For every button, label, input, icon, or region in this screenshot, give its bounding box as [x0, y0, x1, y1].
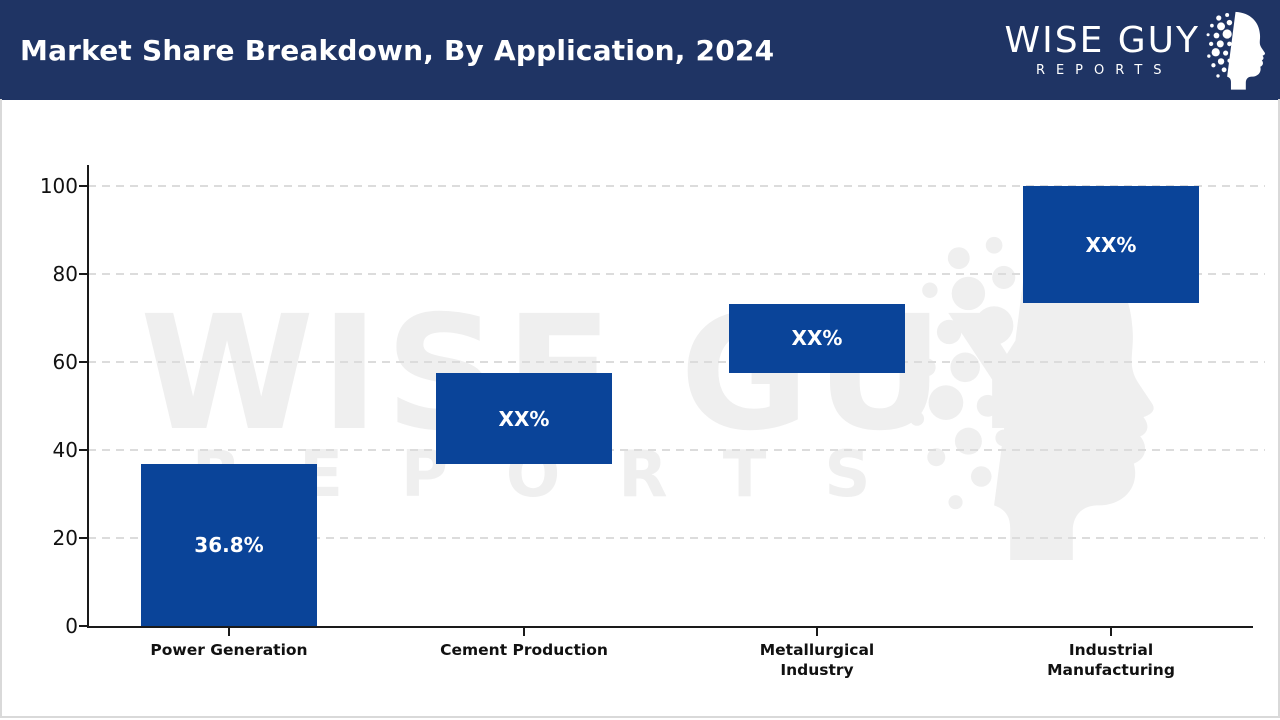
x-tick [523, 628, 525, 636]
category-label: Industrial Manufacturing [1047, 641, 1175, 680]
logo-subtext: REPORTS [1035, 63, 1173, 78]
y-tick-label: 40 [52, 438, 78, 462]
gridline [88, 537, 1265, 539]
logo-wordmark: WISE GUY [1004, 20, 1200, 61]
y-tick [79, 273, 87, 275]
y-tick-label: 80 [52, 262, 78, 286]
gridline [88, 185, 1265, 187]
y-tick [79, 361, 87, 363]
x-axis [87, 626, 1253, 628]
bar-value-label: XX% [791, 326, 843, 351]
gridline [88, 449, 1265, 451]
y-tick [79, 537, 87, 539]
y-tick [79, 449, 87, 451]
bar-value-label: 36.8% [194, 533, 264, 558]
page-title: Market Share Breakdown, By Application, … [20, 33, 775, 67]
bar-value-label: XX% [1085, 232, 1137, 257]
y-tick-label: 20 [52, 526, 78, 550]
category-label: Cement Production [440, 641, 608, 659]
y-tick-label: 0 [65, 614, 78, 638]
header-bar: Market Share Breakdown, By Application, … [0, 0, 1280, 100]
x-tick [1110, 628, 1112, 636]
bar-metallurgical-industry: XX% [729, 303, 905, 373]
x-tick [816, 628, 818, 636]
x-tick [228, 628, 230, 636]
y-tick [79, 185, 87, 187]
y-tick-label: 60 [52, 350, 78, 374]
y-tick-label: 100 [39, 174, 78, 198]
gridline [88, 273, 1265, 275]
bar-industrial-manufacturing: XX% [1023, 186, 1199, 304]
y-axis [87, 165, 89, 628]
bar-value-label: XX% [498, 406, 550, 431]
bar-cement-production: XX% [436, 373, 612, 465]
category-label: Metallurgical Industry [759, 641, 875, 680]
dotted-face-logo-icon [1206, 11, 1266, 90]
wise-guy-logo: WISE GUY REPORTS [1005, 7, 1267, 93]
y-tick [79, 625, 87, 627]
chart-frame [0, 99, 1280, 718]
bar-power-generation: 36.8% [141, 464, 317, 626]
category-label: Power Generation [150, 641, 308, 659]
gridline [88, 361, 1265, 363]
